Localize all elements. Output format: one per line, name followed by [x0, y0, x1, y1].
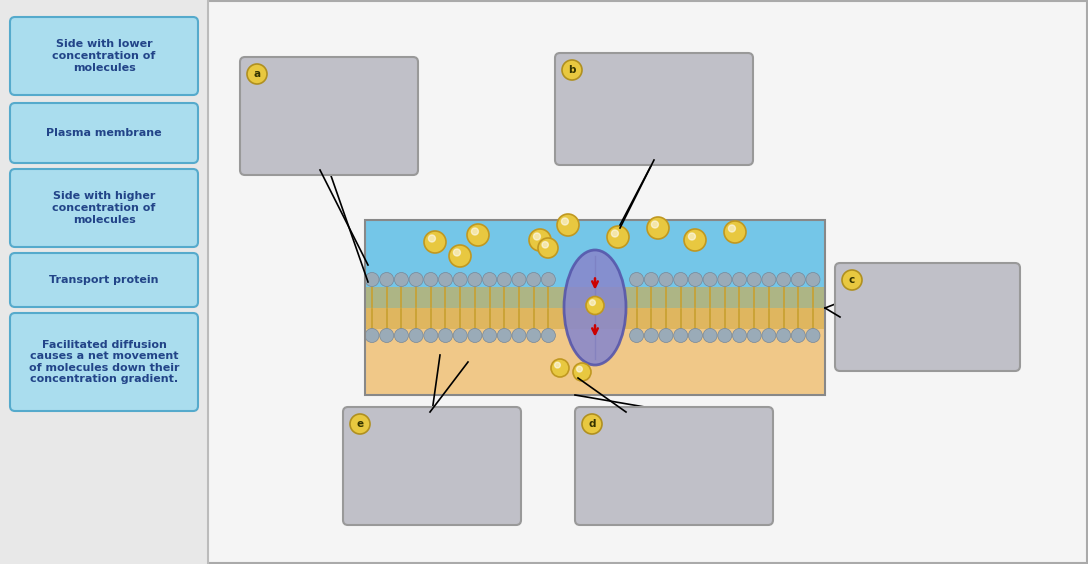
Circle shape	[454, 328, 467, 342]
Circle shape	[512, 272, 526, 287]
FancyBboxPatch shape	[0, 0, 208, 564]
FancyBboxPatch shape	[10, 169, 198, 247]
Circle shape	[718, 328, 732, 342]
Circle shape	[644, 328, 658, 342]
Circle shape	[380, 272, 394, 287]
Text: Side with lower
concentration of
molecules: Side with lower concentration of molecul…	[52, 39, 156, 73]
Circle shape	[468, 272, 482, 287]
Circle shape	[659, 328, 673, 342]
Circle shape	[718, 272, 732, 287]
FancyBboxPatch shape	[834, 263, 1021, 371]
Circle shape	[449, 245, 471, 267]
FancyBboxPatch shape	[10, 253, 198, 307]
Circle shape	[557, 214, 579, 236]
Circle shape	[647, 217, 669, 239]
Circle shape	[542, 328, 555, 342]
Circle shape	[394, 272, 408, 287]
Circle shape	[586, 297, 604, 315]
Circle shape	[497, 272, 511, 287]
FancyBboxPatch shape	[10, 313, 198, 411]
Circle shape	[703, 328, 717, 342]
Circle shape	[512, 328, 526, 342]
Circle shape	[527, 272, 541, 287]
Circle shape	[542, 241, 548, 248]
Circle shape	[438, 328, 453, 342]
Circle shape	[561, 218, 568, 225]
Circle shape	[724, 221, 746, 243]
Circle shape	[483, 272, 496, 287]
Circle shape	[644, 272, 658, 287]
Circle shape	[424, 272, 437, 287]
Circle shape	[364, 272, 379, 287]
FancyBboxPatch shape	[555, 53, 753, 165]
Circle shape	[555, 362, 560, 368]
Circle shape	[380, 328, 394, 342]
Text: a: a	[254, 69, 260, 79]
Circle shape	[394, 328, 408, 342]
Circle shape	[732, 272, 746, 287]
Circle shape	[471, 228, 479, 235]
Circle shape	[747, 272, 762, 287]
FancyBboxPatch shape	[10, 103, 198, 163]
Circle shape	[703, 272, 717, 287]
Circle shape	[454, 249, 460, 256]
Circle shape	[573, 363, 591, 381]
Text: b: b	[568, 65, 576, 75]
Circle shape	[468, 328, 482, 342]
Circle shape	[842, 270, 862, 290]
Circle shape	[607, 226, 629, 248]
Circle shape	[424, 231, 446, 253]
Circle shape	[590, 299, 595, 306]
Circle shape	[582, 414, 602, 434]
FancyBboxPatch shape	[240, 57, 418, 175]
Circle shape	[689, 233, 695, 240]
Circle shape	[791, 272, 805, 287]
Circle shape	[424, 328, 437, 342]
FancyBboxPatch shape	[574, 407, 772, 525]
Circle shape	[497, 328, 511, 342]
Circle shape	[533, 233, 541, 240]
Circle shape	[454, 272, 467, 287]
Circle shape	[732, 328, 746, 342]
Ellipse shape	[564, 250, 626, 365]
Bar	[364, 287, 825, 328]
Circle shape	[630, 328, 644, 342]
Circle shape	[673, 328, 688, 342]
Circle shape	[777, 328, 791, 342]
Circle shape	[551, 359, 569, 377]
Circle shape	[673, 272, 688, 287]
Circle shape	[577, 366, 582, 372]
Circle shape	[483, 328, 496, 342]
Circle shape	[791, 328, 805, 342]
Text: Facilitated diffusion
causes a net movement
of molecules down their
concentratio: Facilitated diffusion causes a net movem…	[28, 340, 180, 385]
Circle shape	[542, 272, 555, 287]
Circle shape	[659, 272, 673, 287]
Circle shape	[630, 272, 644, 287]
Text: e: e	[357, 419, 363, 429]
Circle shape	[728, 225, 735, 232]
Circle shape	[747, 328, 762, 342]
Circle shape	[438, 272, 453, 287]
Bar	[364, 220, 825, 395]
Circle shape	[684, 229, 706, 251]
Text: d: d	[589, 419, 596, 429]
Text: Transport protein: Transport protein	[49, 275, 159, 285]
Text: c: c	[849, 275, 855, 285]
Text: Side with higher
concentration of
molecules: Side with higher concentration of molecu…	[52, 191, 156, 224]
Circle shape	[429, 235, 435, 242]
Circle shape	[762, 328, 776, 342]
Circle shape	[527, 328, 541, 342]
Circle shape	[467, 224, 489, 246]
Circle shape	[611, 230, 618, 237]
Circle shape	[652, 221, 658, 228]
Circle shape	[562, 60, 582, 80]
Circle shape	[762, 272, 776, 287]
Circle shape	[364, 328, 379, 342]
Circle shape	[537, 238, 558, 258]
Circle shape	[689, 328, 703, 342]
Bar	[364, 307, 825, 395]
Circle shape	[247, 64, 267, 84]
FancyBboxPatch shape	[10, 17, 198, 95]
Circle shape	[777, 272, 791, 287]
